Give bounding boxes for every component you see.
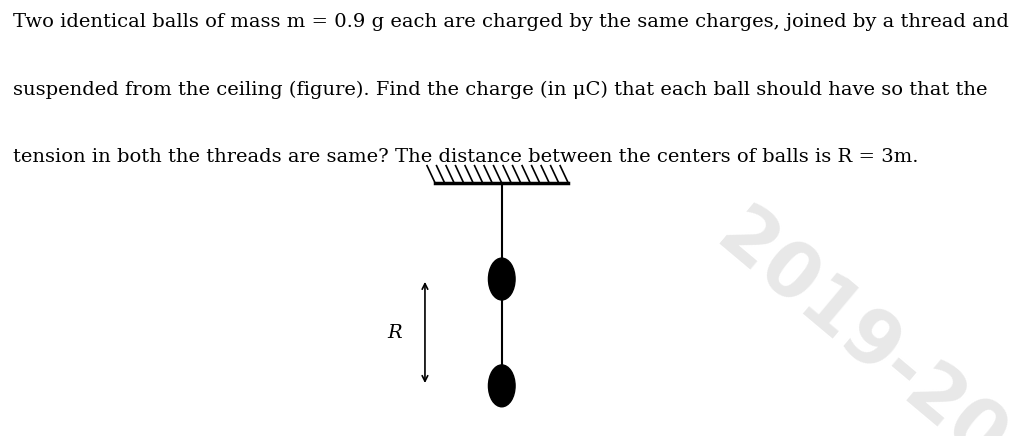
Ellipse shape (488, 365, 515, 407)
Text: 2019-20: 2019-20 (702, 199, 1018, 436)
Text: Two identical balls of mass m = 0.9 g each are charged by the same charges, join: Two identical balls of mass m = 0.9 g ea… (13, 13, 1010, 31)
Text: R: R (387, 324, 401, 342)
Text: tension in both the threads are same? The distance between the centers of balls : tension in both the threads are same? Th… (13, 148, 919, 166)
Ellipse shape (488, 258, 515, 300)
Text: suspended from the ceiling (figure). Find the charge (in μC) that each ball shou: suspended from the ceiling (figure). Fin… (13, 81, 988, 99)
